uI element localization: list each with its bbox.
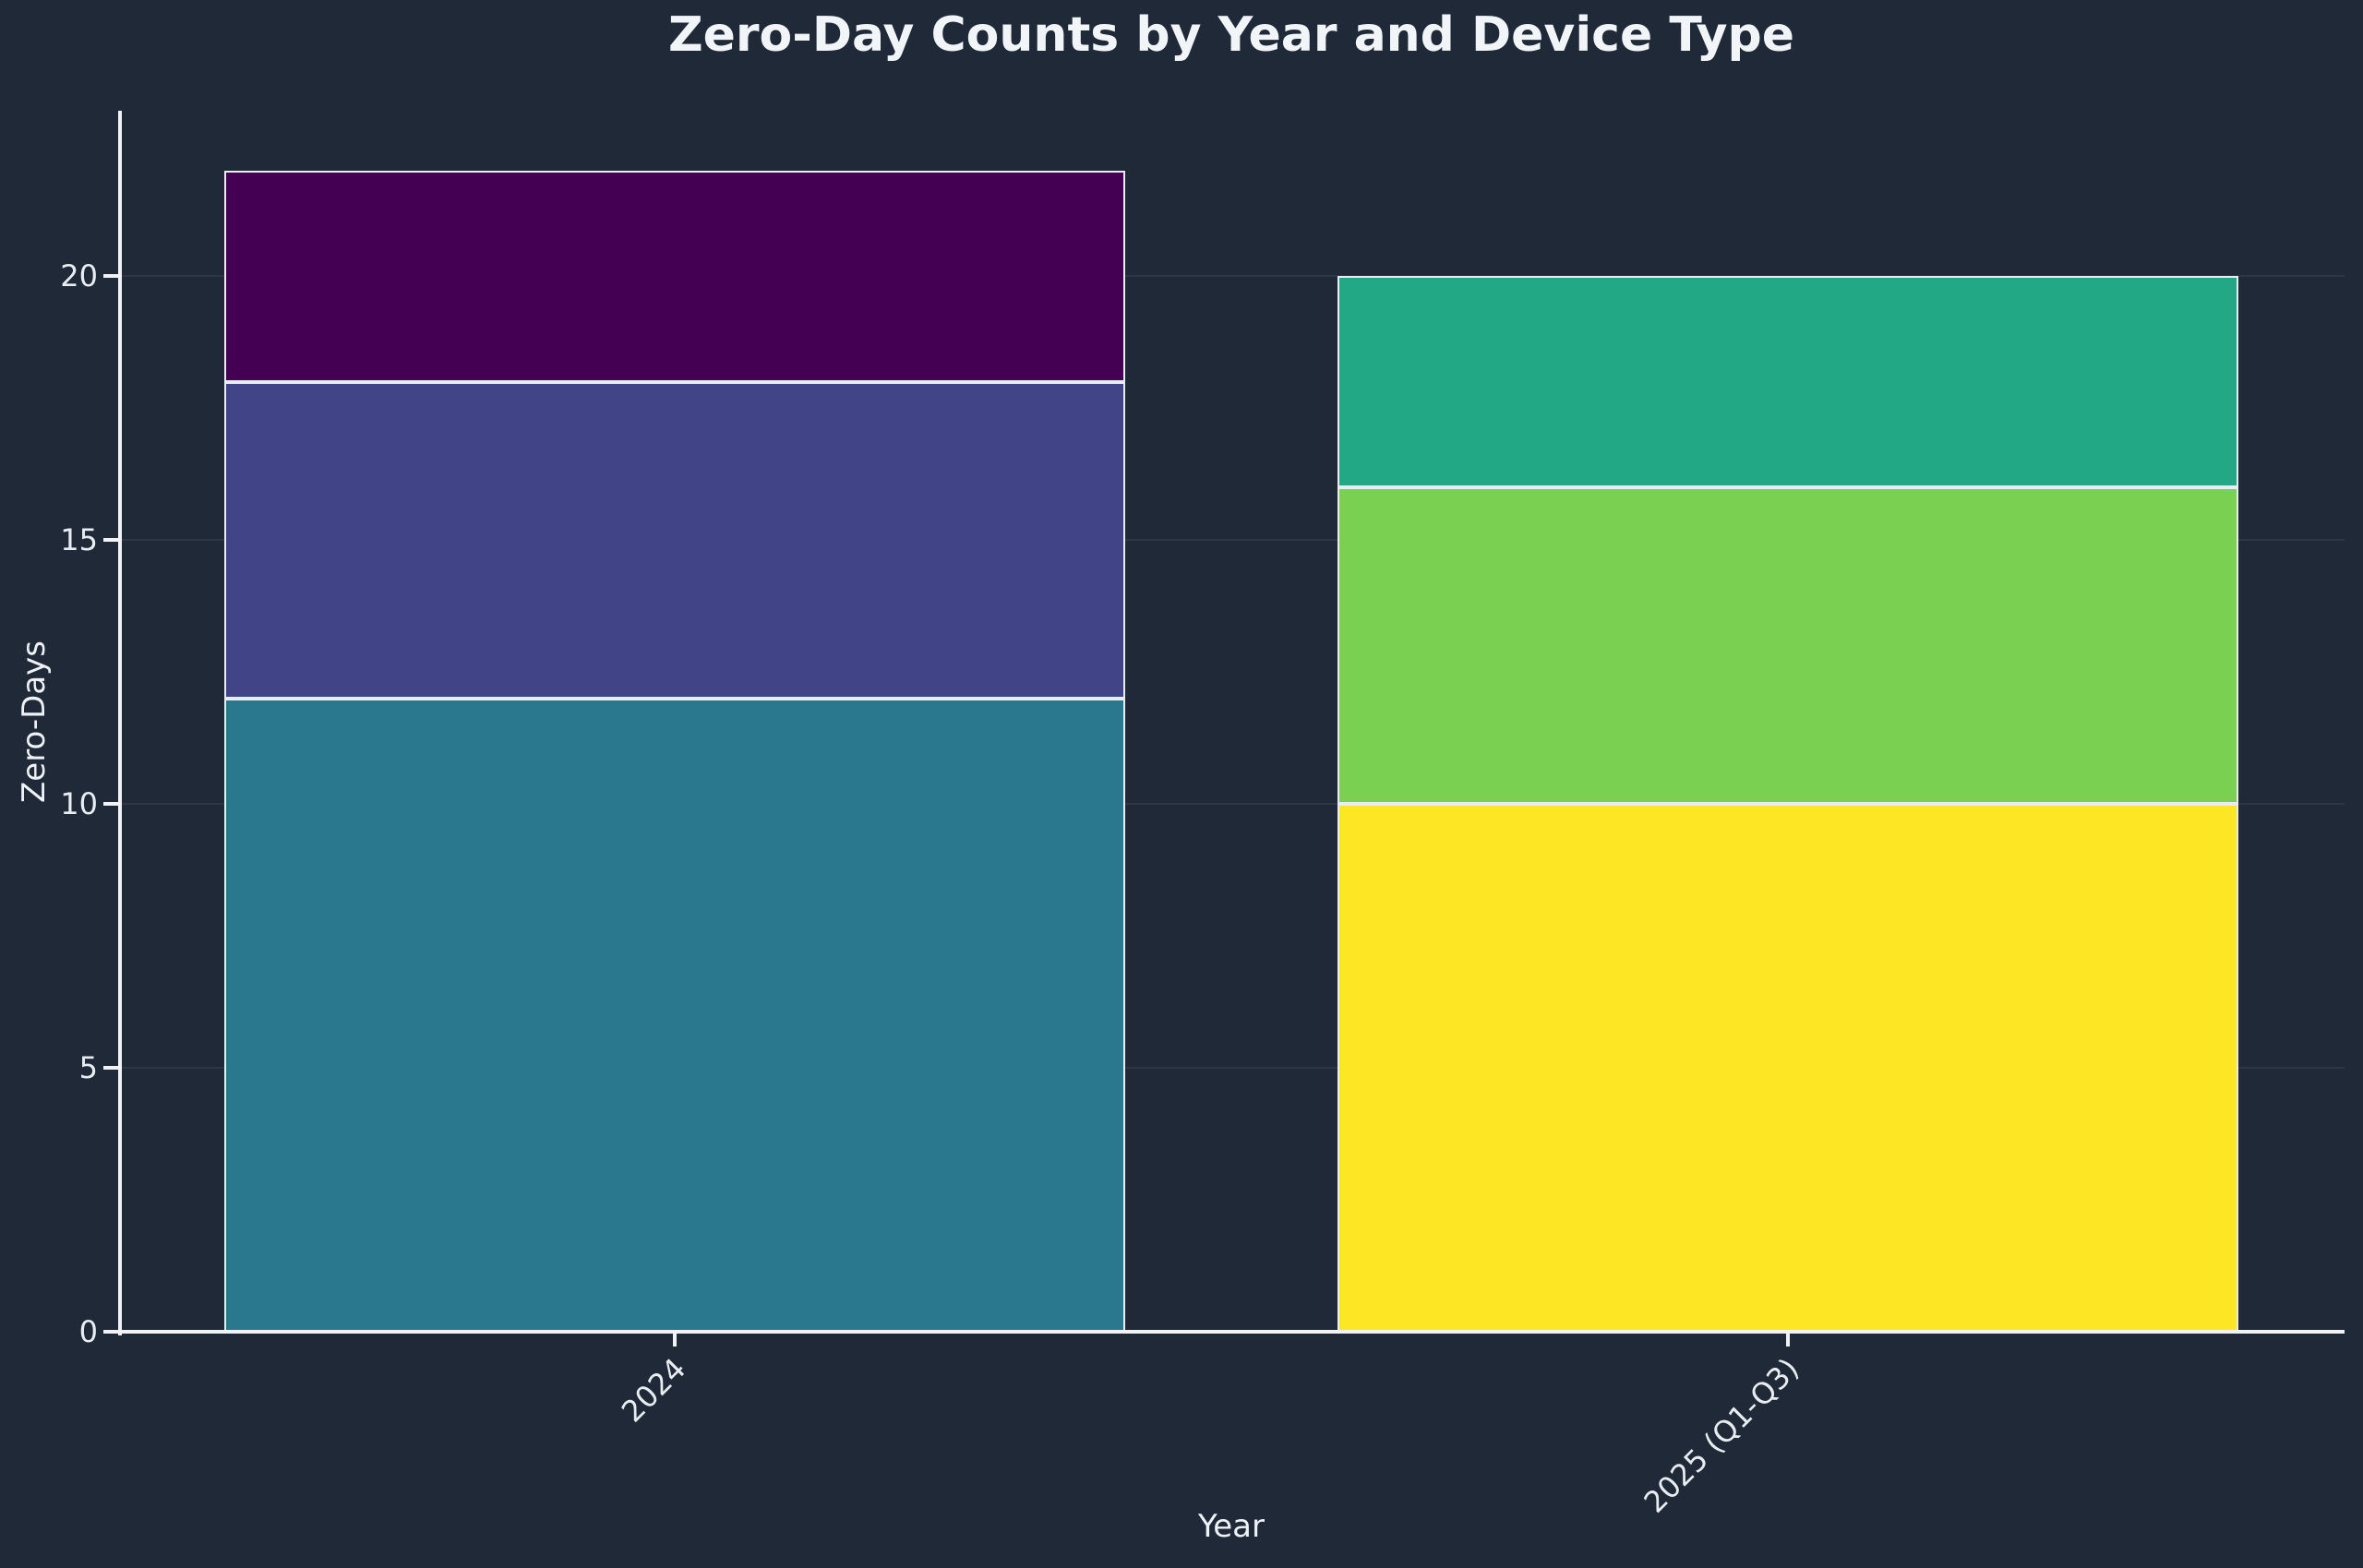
gridline xyxy=(122,275,2345,278)
x-tick-mark xyxy=(673,1334,677,1347)
gridline xyxy=(122,539,2345,542)
bar-2025 (Q1-Q3) xyxy=(1337,276,2239,1332)
y-tick-mark xyxy=(103,1066,118,1071)
bar-segment xyxy=(223,381,1126,699)
bar-segment xyxy=(223,170,1126,382)
y-tick-label: 10 xyxy=(60,786,98,822)
bar-2024 xyxy=(223,170,1126,1332)
y-axis-spine xyxy=(118,111,122,1335)
bar-segment xyxy=(223,698,1126,1332)
y-tick-mark xyxy=(103,538,118,543)
y-tick-label: 15 xyxy=(60,522,98,558)
y-axis-label: Zero-Days xyxy=(16,640,53,803)
y-tick-label: 5 xyxy=(78,1050,98,1086)
x-tick-label: 2024 xyxy=(614,1351,692,1430)
y-tick-label: 20 xyxy=(60,258,98,294)
gridline xyxy=(122,803,2345,806)
x-axis-label: Year xyxy=(1198,1508,1265,1545)
y-tick-label: 0 xyxy=(78,1314,98,1349)
gridline xyxy=(122,1067,2345,1070)
x-axis-spine xyxy=(118,1330,2345,1334)
chart-title: Zero-Day Counts by Year and Device Type xyxy=(667,7,1795,63)
x-tick-label: 2025 (Q1-Q3) xyxy=(1637,1351,1805,1520)
bar-segment xyxy=(1337,276,2239,487)
bar-segment xyxy=(1337,804,2239,1332)
y-tick-mark xyxy=(103,802,118,807)
y-tick-mark xyxy=(103,274,118,279)
bar-segment xyxy=(1337,486,2239,805)
x-tick-mark xyxy=(1786,1334,1790,1347)
y-tick-mark xyxy=(103,1330,118,1334)
